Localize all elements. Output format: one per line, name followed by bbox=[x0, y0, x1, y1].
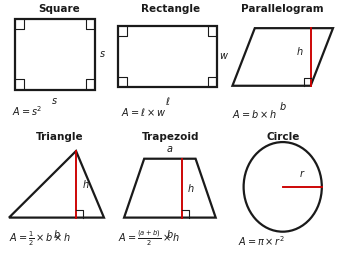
Text: $A = \pi \times r^2$: $A = \pi \times r^2$ bbox=[238, 234, 285, 248]
Bar bbox=[118, 26, 217, 87]
Text: $A = \ell \times w$: $A = \ell \times w$ bbox=[121, 106, 166, 118]
Text: $a$: $a$ bbox=[166, 144, 173, 154]
Text: $A = s^2$: $A = s^2$ bbox=[12, 104, 43, 118]
Text: $A = b \times h$: $A = b \times h$ bbox=[233, 108, 277, 120]
Text: $h$: $h$ bbox=[82, 178, 89, 190]
Text: $r$: $r$ bbox=[299, 168, 305, 179]
Text: Circle: Circle bbox=[266, 132, 299, 142]
Text: Square: Square bbox=[38, 4, 80, 14]
Text: $w$: $w$ bbox=[219, 51, 229, 61]
Text: $b$: $b$ bbox=[279, 100, 287, 112]
Text: $b$: $b$ bbox=[166, 228, 174, 240]
Text: $A = \frac{1}{2} \times b \times h$: $A = \frac{1}{2} \times b \times h$ bbox=[9, 230, 71, 248]
Text: Triangle: Triangle bbox=[36, 132, 83, 142]
Text: Parallelogram: Parallelogram bbox=[241, 4, 324, 14]
Text: $h$: $h$ bbox=[187, 182, 194, 194]
Text: $b$: $b$ bbox=[53, 228, 60, 240]
Bar bbox=[15, 19, 95, 90]
Text: Trapezoid: Trapezoid bbox=[142, 132, 200, 142]
Text: $s$: $s$ bbox=[100, 49, 106, 59]
Text: Rectangle: Rectangle bbox=[142, 4, 200, 14]
Text: $\ell$: $\ell$ bbox=[165, 95, 170, 107]
Text: $h$: $h$ bbox=[296, 45, 303, 57]
Text: $A = \frac{(a+b)}{2} \times h$: $A = \frac{(a+b)}{2} \times h$ bbox=[118, 229, 181, 248]
Text: $s$: $s$ bbox=[51, 96, 58, 106]
